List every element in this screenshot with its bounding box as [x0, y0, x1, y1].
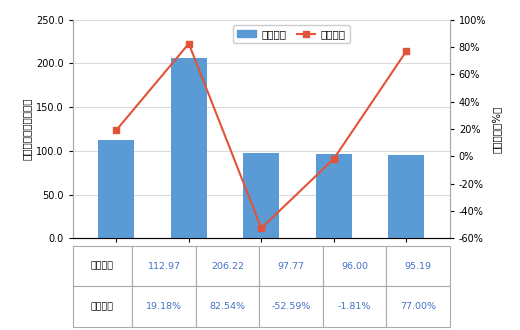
Bar: [243, 153, 279, 238]
Bar: [73, 286, 132, 327]
Bar: [196, 246, 259, 286]
Text: 82.54%: 82.54%: [210, 302, 245, 311]
Text: 96.00: 96.00: [341, 261, 368, 271]
Y-axis label: 出口金额（百万美元）: 出口金额（百万美元）: [22, 98, 32, 160]
Bar: [132, 246, 196, 286]
Bar: [316, 154, 352, 238]
Text: 112.97: 112.97: [148, 261, 180, 271]
Text: 97.77: 97.77: [278, 261, 305, 271]
Bar: [323, 246, 386, 286]
Text: -1.81%: -1.81%: [338, 302, 371, 311]
Text: 同比增长: 同比增长: [91, 302, 114, 311]
Bar: [259, 246, 323, 286]
Legend: 出口金额, 同比增长: 出口金额, 同比增长: [233, 25, 350, 43]
Bar: [259, 286, 323, 327]
Bar: [196, 286, 259, 327]
Bar: [73, 246, 132, 286]
Bar: [386, 286, 450, 327]
Text: -52.59%: -52.59%: [271, 302, 310, 311]
Y-axis label: 同比增速（%）: 同比增速（%）: [492, 105, 502, 153]
Bar: [388, 155, 424, 238]
Bar: [386, 246, 450, 286]
Text: 19.18%: 19.18%: [146, 302, 182, 311]
Bar: [98, 140, 135, 238]
Text: 206.22: 206.22: [211, 261, 244, 271]
Text: 出口金额: 出口金额: [91, 261, 114, 271]
Bar: [132, 286, 196, 327]
Text: 95.19: 95.19: [405, 261, 432, 271]
Text: 77.00%: 77.00%: [400, 302, 436, 311]
Bar: [323, 286, 386, 327]
Bar: [171, 58, 207, 238]
